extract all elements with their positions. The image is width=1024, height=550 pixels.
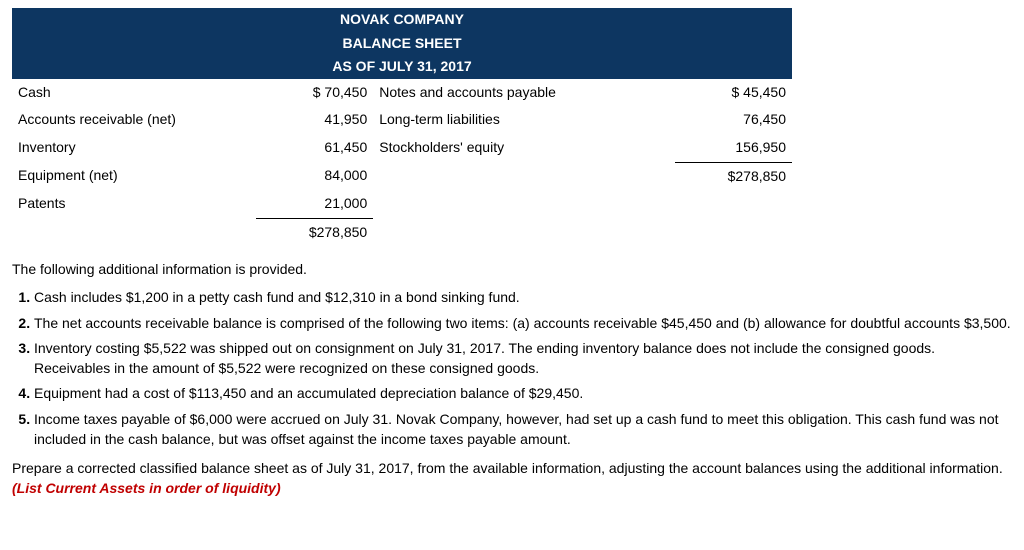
asset-value: $ 70,450 — [256, 79, 373, 107]
asset-value: 21,000 — [256, 190, 373, 218]
instruction-highlight: (List Current Assets in order of liquidi… — [12, 480, 281, 496]
liab-value: $ 45,450 — [675, 79, 792, 107]
info-item: The net accounts receivable balance is c… — [34, 314, 1012, 334]
as-of-date: AS OF JULY 31, 2017 — [12, 55, 792, 79]
asset-value: 84,000 — [256, 162, 373, 190]
liab-label: Stockholders' equity — [373, 134, 674, 162]
instruction-text: Prepare a corrected classified balance s… — [12, 460, 1003, 476]
liab-total: $278,850 — [675, 162, 792, 190]
asset-value: 61,450 — [256, 134, 373, 162]
instruction-paragraph: Prepare a corrected classified balance s… — [12, 459, 1012, 498]
asset-label: Inventory — [12, 134, 256, 162]
liab-value: 156,950 — [675, 134, 792, 162]
info-item: Equipment had a cost of $113,450 and an … — [34, 384, 1012, 404]
liab-label: Long-term liabilities — [373, 106, 674, 134]
asset-label: Equipment (net) — [12, 162, 256, 190]
asset-label: Cash — [12, 79, 256, 107]
company-name: NOVAK COMPANY — [12, 8, 792, 32]
asset-total: $278,850 — [256, 218, 373, 246]
asset-label: Accounts receivable (net) — [12, 106, 256, 134]
info-item: Cash includes $1,200 in a petty cash fun… — [34, 288, 1012, 308]
info-item: Inventory costing $5,522 was shipped out… — [34, 339, 1012, 378]
intro-text: The following additional information is … — [12, 260, 1012, 280]
liab-value: 76,450 — [675, 106, 792, 134]
additional-info-list: Cash includes $1,200 in a petty cash fun… — [12, 288, 1012, 449]
statement-title: BALANCE SHEET — [12, 32, 792, 56]
balance-sheet-table: NOVAK COMPANY BALANCE SHEET AS OF JULY 3… — [12, 8, 792, 246]
liab-label: Notes and accounts payable — [373, 79, 674, 107]
asset-value: 41,950 — [256, 106, 373, 134]
info-item: Income taxes payable of $6,000 were accr… — [34, 410, 1012, 449]
asset-label: Patents — [12, 190, 256, 218]
